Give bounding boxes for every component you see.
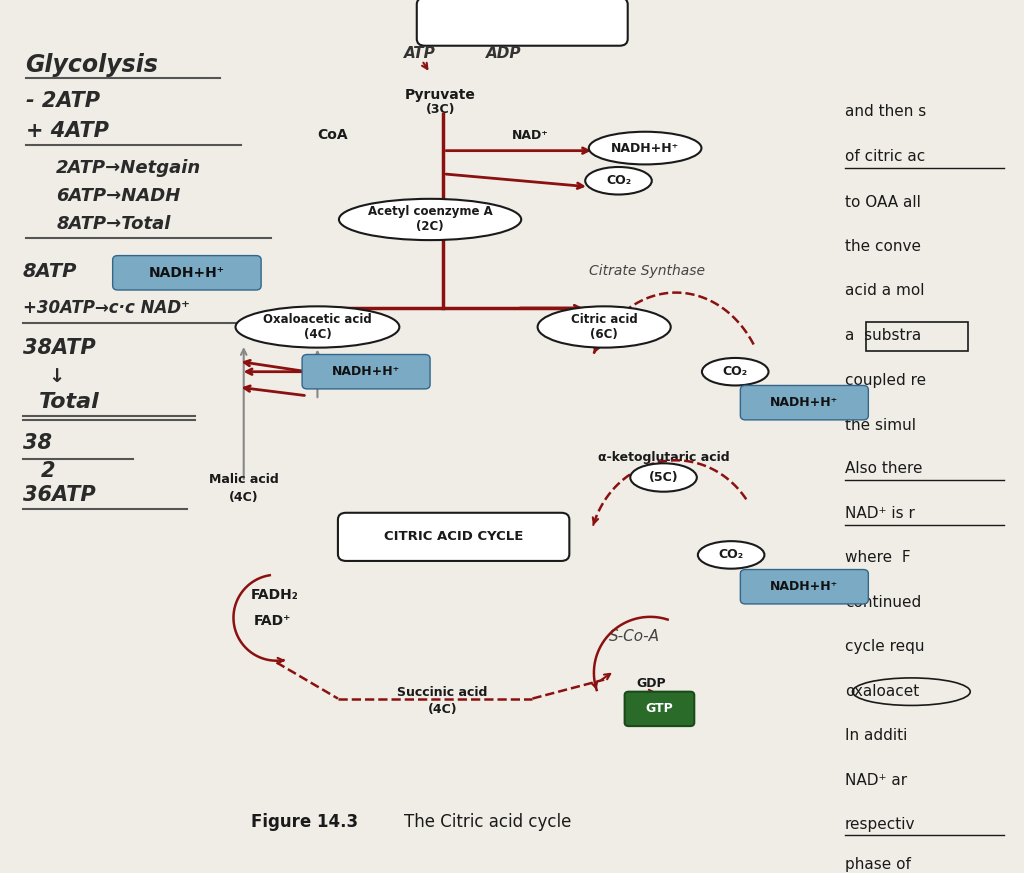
Text: continued: continued xyxy=(845,595,921,609)
FancyBboxPatch shape xyxy=(740,386,868,420)
Text: (3C): (3C) xyxy=(426,103,455,116)
Text: ATP: ATP xyxy=(404,46,436,61)
Text: (4C): (4C) xyxy=(428,704,457,716)
Text: Figure 14.3: Figure 14.3 xyxy=(251,813,358,830)
Text: acid a mol: acid a mol xyxy=(845,284,925,299)
Text: CoA: CoA xyxy=(317,128,348,142)
Text: 2: 2 xyxy=(41,462,55,482)
Text: respectiv: respectiv xyxy=(845,816,915,832)
Text: The Citric acid cycle: The Citric acid cycle xyxy=(404,813,571,830)
Text: NADH+H⁺: NADH+H⁺ xyxy=(611,141,679,155)
Text: GTP: GTP xyxy=(645,703,674,715)
Ellipse shape xyxy=(236,306,399,347)
Text: Also there: Also there xyxy=(845,462,923,477)
Text: - 2ATP: - 2ATP xyxy=(26,91,99,111)
Text: +30ATP→c·c NAD⁺: +30ATP→c·c NAD⁺ xyxy=(23,299,189,317)
Ellipse shape xyxy=(698,541,764,568)
Text: NADH+H⁺: NADH+H⁺ xyxy=(148,265,225,279)
Text: Oxaloacetic acid
(4C): Oxaloacetic acid (4C) xyxy=(263,313,372,341)
Ellipse shape xyxy=(538,306,671,347)
Text: 6ATP→NADH: 6ATP→NADH xyxy=(56,187,180,205)
Text: NAD⁺: NAD⁺ xyxy=(748,387,784,400)
Text: Citrate Synthase: Citrate Synthase xyxy=(589,264,705,278)
Text: ADP: ADP xyxy=(486,46,522,61)
Text: to OAA all: to OAA all xyxy=(845,195,921,210)
Text: Succinic acid: Succinic acid xyxy=(397,686,487,699)
Text: CITRIC ACID CYCLE: CITRIC ACID CYCLE xyxy=(384,531,523,543)
Text: 38: 38 xyxy=(23,433,51,453)
Text: Glycolysis: Glycolysis xyxy=(26,52,159,77)
Text: ↓: ↓ xyxy=(48,368,65,387)
Text: S-Co-A: S-Co-A xyxy=(609,629,660,644)
FancyBboxPatch shape xyxy=(740,569,868,604)
Text: 8ATP: 8ATP xyxy=(23,262,77,280)
Text: the simul: the simul xyxy=(845,417,915,432)
Text: In additi: In additi xyxy=(845,728,907,743)
FancyBboxPatch shape xyxy=(417,0,628,45)
Text: (5C): (5C) xyxy=(649,471,678,484)
Text: the conve: the conve xyxy=(845,239,921,255)
Ellipse shape xyxy=(589,132,701,164)
FancyBboxPatch shape xyxy=(302,354,430,388)
Text: FAD⁺: FAD⁺ xyxy=(254,614,291,629)
Ellipse shape xyxy=(585,167,651,195)
FancyBboxPatch shape xyxy=(625,691,694,726)
Text: NADH+H⁺: NADH+H⁺ xyxy=(770,581,839,594)
Text: GDP: GDP xyxy=(637,677,666,691)
Text: oxaloacet: oxaloacet xyxy=(845,684,920,699)
Text: 38ATP: 38ATP xyxy=(23,339,95,359)
Text: 8ATP→Total: 8ATP→Total xyxy=(56,215,171,233)
Text: FADH₂: FADH₂ xyxy=(251,588,299,602)
Text: Pyruvate: Pyruvate xyxy=(404,88,476,102)
Text: CO₂: CO₂ xyxy=(719,548,743,561)
Text: of citric ac: of citric ac xyxy=(845,149,925,164)
FancyBboxPatch shape xyxy=(338,512,569,561)
Text: a  substra: a substra xyxy=(845,328,921,343)
Text: NADH+H⁺: NADH+H⁺ xyxy=(332,365,400,378)
Text: 36ATP: 36ATP xyxy=(23,485,95,505)
Text: NAD⁺: NAD⁺ xyxy=(739,570,776,583)
Text: and then s: and then s xyxy=(845,105,926,120)
Text: Acetyl coenzyme A
(2C): Acetyl coenzyme A (2C) xyxy=(368,205,493,233)
Text: phase of: phase of xyxy=(845,857,910,872)
Text: CO₂: CO₂ xyxy=(723,365,748,378)
Text: (4C): (4C) xyxy=(229,491,258,504)
Text: NADH+H⁺: NADH+H⁺ xyxy=(770,396,839,409)
Ellipse shape xyxy=(631,464,696,491)
Text: where  F: where F xyxy=(845,550,910,565)
Text: + 4ATP: + 4ATP xyxy=(26,120,109,141)
Ellipse shape xyxy=(702,358,768,386)
FancyBboxPatch shape xyxy=(113,256,261,290)
Text: Citric acid
(6C): Citric acid (6C) xyxy=(570,313,638,341)
Text: NAD⁺: NAD⁺ xyxy=(512,128,549,141)
Text: Malic acid: Malic acid xyxy=(209,472,279,485)
Text: NAD⁺ ar: NAD⁺ ar xyxy=(845,773,907,787)
Text: NAD⁺ is r: NAD⁺ is r xyxy=(845,506,914,521)
Ellipse shape xyxy=(339,199,521,240)
Text: cycle requ: cycle requ xyxy=(845,639,925,655)
Text: CO₂: CO₂ xyxy=(606,175,631,188)
Text: α-ketoglutaric acid: α-ketoglutaric acid xyxy=(598,451,729,464)
Text: Total: Total xyxy=(39,392,99,412)
Text: 2ATP→Netgain: 2ATP→Netgain xyxy=(56,159,202,177)
Text: coupled re: coupled re xyxy=(845,373,926,388)
